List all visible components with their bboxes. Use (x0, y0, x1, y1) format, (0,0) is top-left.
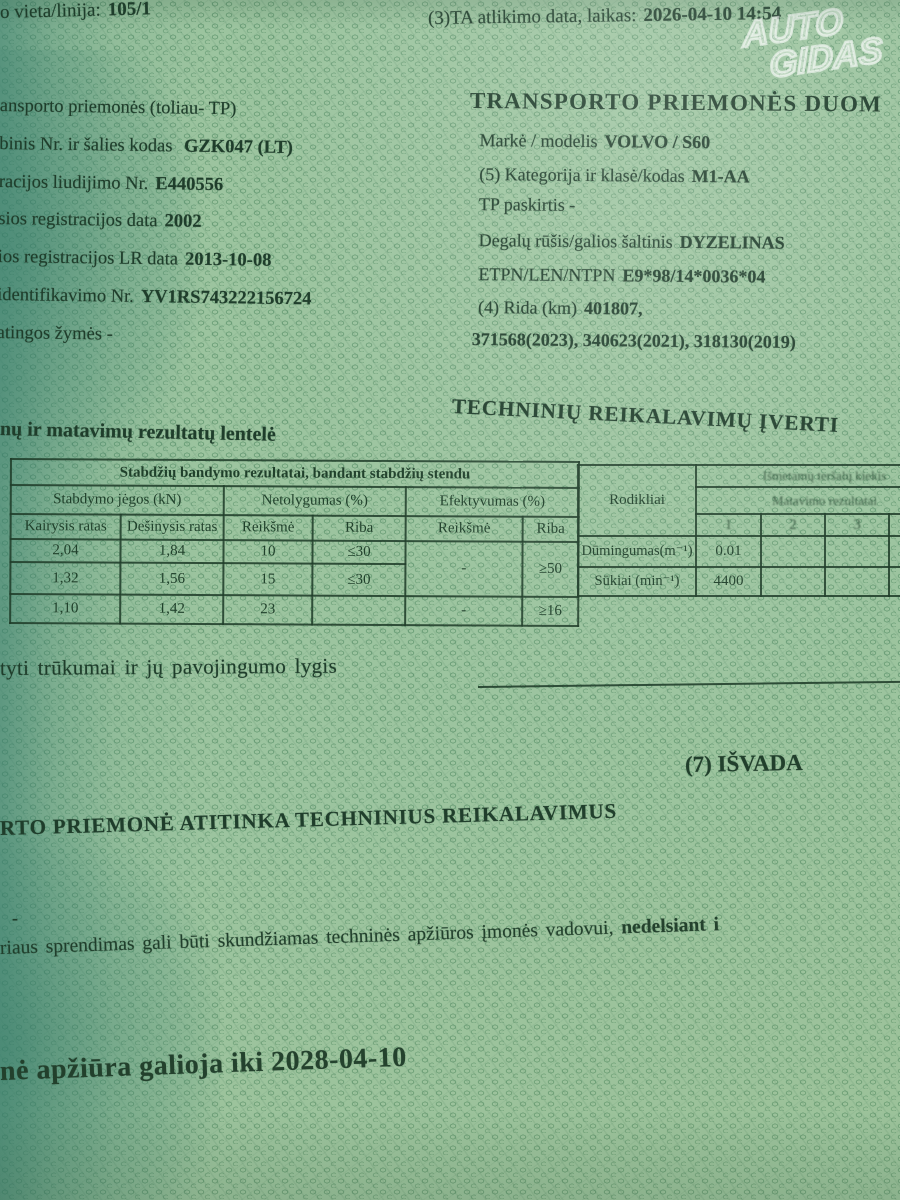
appeal-text-line: riaus sprendimas gali būti skundžiamas t… (0, 914, 719, 960)
cell-value: 23 (223, 595, 313, 625)
inspection-date-line: (3)TA atlikimo data, laikas: 2026-04-10 1… (428, 3, 781, 30)
cell-value: 15 (223, 563, 313, 596)
cell-value: 0.01 (695, 535, 762, 568)
teal-blob-bottom (0, 830, 220, 1200)
cell-value: ≤30 (312, 563, 406, 597)
special-marks-line: atingos žymės - (0, 322, 113, 345)
measure-col-1: 1 (695, 513, 762, 537)
teal-blob-top (0, 50, 200, 480)
col-left-wheel: Kairysis ratas (10, 514, 121, 540)
plate-number-line: binis Nr. ir šalies kodas GZK047 (LT) (0, 133, 294, 159)
efficiency-header: Efektyvumas (%) (405, 487, 579, 517)
cell-value (760, 566, 826, 597)
table-row: Sūkiai (min⁻¹) 4400 (577, 566, 900, 597)
cell-value (887, 535, 900, 568)
inspection-place-label: o vieta/linija: (0, 0, 101, 23)
stray-dash-mark: - (12, 908, 18, 928)
col-value: Reikšmė (223, 515, 313, 541)
cell-value: 4400 (695, 566, 762, 597)
col-eff-limit: Riba (522, 516, 579, 542)
vin-line: identifikavimo Nr. YV1RS743222156724 (0, 284, 312, 310)
defects-label: tyti trūkumai ir jų pavojingumo lygis (0, 653, 338, 680)
cell-eff-limit-merged: ≥50 (522, 541, 579, 597)
unevenness-header: Netolygumas (%) (223, 486, 406, 517)
cell-value: 1,84 (120, 539, 224, 564)
teal-left-edge (0, 0, 210, 1200)
col-limit: Riba (312, 515, 406, 542)
vehicle-data-title: TRANSPORTO PRIEMONĖS DUOM (469, 88, 883, 117)
cell-value (887, 566, 900, 597)
lr-registration-line: ios registracijos LR data 2013-10-08 (0, 246, 272, 271)
results-table-label: nų ir matavimų rezultatų lentelė (0, 418, 277, 446)
measurement-results-header: Matavimo rezultatai (694, 486, 900, 515)
indicators-header: Rodikliai (577, 464, 697, 537)
cell-value: ≤30 (312, 540, 406, 565)
cell-value: 1,10 (10, 594, 121, 624)
inspection-place-line: o vieta/linija: 105/1 (0, 0, 151, 24)
cell-value: 10 (223, 540, 313, 564)
table-row: Dūmingumas(m⁻¹) 0.01 (577, 535, 900, 568)
cell-value: 1,56 (120, 562, 224, 596)
appeal-text-bold: nedelsiant i (620, 914, 720, 939)
first-registration-line: sios registracijos data 2002 (0, 208, 202, 232)
conclusion-text: RTO PRIEMONĖ ATITINKA TECHNINIUS REIKALA… (0, 798, 618, 840)
cell-value: 1,32 (10, 562, 121, 595)
type-approval-line: ETPN/LEN/NTPN E9*98/14*0036*04 (478, 264, 766, 287)
table-row: 1,10 1,42 23 - ≥16 (10, 594, 579, 626)
rpm-label: Sūkiai (min⁻¹) (577, 566, 697, 597)
cell-value: 1,42 (120, 594, 224, 625)
inspection-place-value: 105/1 (107, 0, 152, 21)
cell-eff-limit: ≥16 (522, 596, 579, 626)
defects-blank-line (477, 680, 900, 688)
measure-col-4: 4 (887, 513, 900, 537)
inspection-date-label: (3)TA atlikimo data, laikas: (427, 5, 637, 29)
table-row: 1 2 3 4 (578, 513, 900, 537)
brake-forces-header: Stabdymo jėgos (kN) (10, 485, 224, 516)
validity-date: 2028-04-10 (270, 1041, 408, 1078)
mileage-line: (4) Rida (km) 401807, (478, 297, 643, 319)
table-row: 2,04 1,84 10 ≤30 - ≥50 (10, 539, 579, 597)
cell-value (312, 595, 406, 626)
validity-label: nė apžiūra galioja iki (0, 1046, 265, 1087)
cell-eff-value-merged: - (405, 541, 523, 597)
registration-cert-line: racijos liudijimo Nr. E440556 (0, 171, 224, 196)
cell-value (824, 566, 890, 597)
fuel-type-line: Degalų rūšis/galios šaltinis DYZELINAS (478, 230, 785, 253)
cell-value (760, 535, 826, 568)
measure-col-3: 3 (824, 513, 890, 537)
cell-eff-value: - (405, 596, 523, 626)
smokiness-label: Dūmingumas(m⁻¹) (577, 535, 697, 568)
technical-requirements-title: TECHNINIŲ REIKALAVIMŲ ĮVERTI (451, 394, 840, 437)
validity-line: nė apžiūra galioja iki 2028-04-10 (0, 1042, 407, 1088)
col-eff-value: Reikšmė (405, 516, 523, 542)
brake-table-title: Stabdžių bandymo rezultatai, bandant sta… (10, 459, 580, 488)
brake-test-table: Stabdžių bandymo rezultatai, bandant sta… (9, 458, 580, 627)
make-model-line: Markė / modelis VOLVO / S60 (479, 130, 711, 153)
cell-value: 2,04 (10, 539, 121, 563)
conclusion-title: (7) IŠVADA (684, 749, 803, 777)
appeal-text: riaus sprendimas gali būti skundžiamas t… (0, 917, 614, 959)
vehicle-definition-line: ansporto priemonės (toliau- TP) (0, 96, 237, 120)
emissions-table: Rodikliai Išmetamų teršalų kiekis Matavi… (577, 464, 900, 597)
col-right-wheel: Dešinysis ratas (120, 514, 224, 541)
category-line: (5) Kategorija ir klasė/kodas M1-AA (479, 164, 750, 187)
mileage-history-line: 371568(2023), 340623(2021), 318130(2019) (471, 329, 796, 352)
purpose-line: TP paskirtis - (478, 194, 576, 215)
emissions-title: Išmetamų teršalų kiekis (694, 464, 900, 488)
measure-col-2: 2 (760, 513, 826, 537)
cell-value (824, 535, 890, 568)
